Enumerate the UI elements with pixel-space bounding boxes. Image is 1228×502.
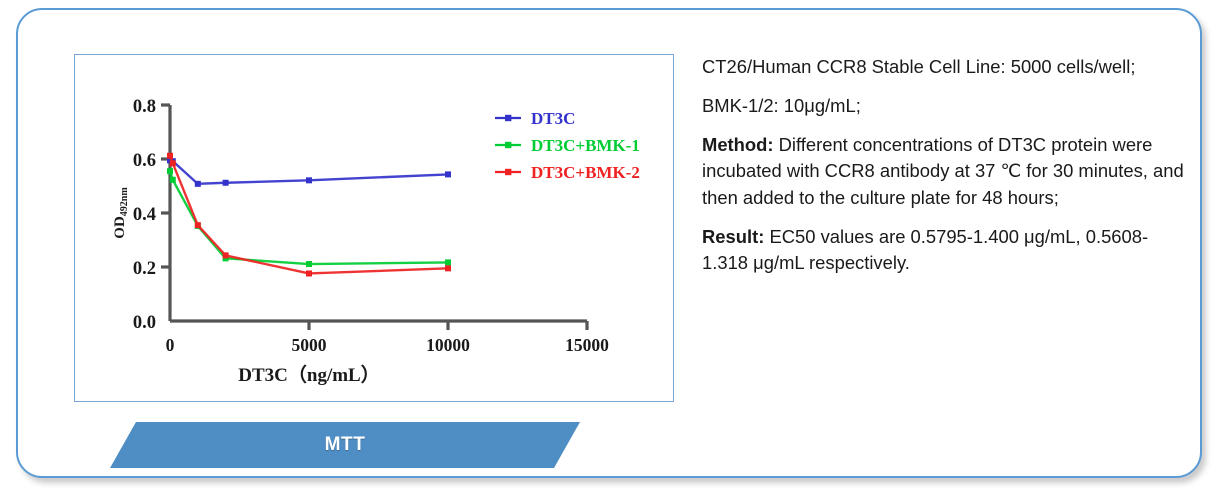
mtt-banner: MTT [110,422,580,468]
series-point-3 [167,152,173,159]
legend-marker-point-3 [505,168,512,176]
chart-container: 0.0 0.2 0.4 0.6 0.8 0 5000 10000 15000 DT3C（ng/mL… [74,54,674,402]
series-point-3 [194,222,201,229]
series-point-3 [169,160,176,167]
y-axis-tick-label: 0.8 [133,97,156,117]
result-card: 0.0 0.2 0.4 0.6 0.8 0 5000 10000 15000 DT3C（ng/mL… [16,8,1202,478]
series-point-3 [306,270,312,277]
series-point-2 [169,176,176,183]
cell-line-text-1: CT26/Human CCR8 Stable Cell Line: [702,56,1006,77]
y-axis-title: OD492nm [112,187,130,239]
legend-label-3: DT3C+BMK-2 [531,163,640,182]
method-paragraph: Method: Different concentrations of DT3C… [702,132,1186,210]
x-axis-tick-label: 15000 [565,335,609,355]
legend-marker-point-2 [505,141,512,149]
legend-label-1: DT3C [531,109,575,128]
method-label: Method: [702,134,774,156]
series-point-3 [222,252,229,259]
x-axis-tick-label: 0 [166,335,175,355]
series-point-2 [167,168,173,175]
description-panel: CT26/Human CCR8 Stable Cell Line: 5000 c… [702,54,1186,276]
y-axis-tick-label: 0.6 [133,151,156,171]
result-label: Result: [702,225,765,247]
legend-marker-point-1 [505,114,512,122]
mtt-line-chart: 0.0 0.2 0.4 0.6 0.8 0 5000 10000 15000 DT3C（ng/mL… [112,97,640,386]
series-point-1 [222,179,229,186]
x-axis-title: DT3C（ng/mL） [238,363,379,386]
series-line-3 [168,154,450,275]
y-axis-tick-label: 0.2 [133,259,156,279]
series-point-3 [445,265,451,272]
series-point-1 [194,180,201,187]
series-point-2 [445,259,451,266]
banner-shape [110,422,580,468]
method-text: Different concentrations of DT3C protein… [702,134,1184,208]
cell-line-text-2: 5000 cells/well; [1010,56,1136,77]
series-point-1 [445,171,451,178]
antibody-concentration-text: BMK-1/2: 10μg/mL; [702,95,861,117]
x-axis-tick-label: 10000 [426,335,470,355]
y-axis-tick-label: 0.0 [133,313,156,333]
antibody-concentration-paragraph: BMK-1/2: 10μg/mL; [702,93,1186,119]
legend-label-2: DT3C+BMK-1 [531,136,640,155]
series-point-2 [306,261,312,268]
y-axis-tick-label: 0.4 [133,205,156,225]
x-axis-tick-label: 5000 [292,335,327,355]
series-line-2 [168,169,450,266]
cell-line-paragraph: CT26/Human CCR8 Stable Cell Line: 5000 c… [702,54,1186,80]
result-paragraph: Result: EC50 values are 0.5795-1.400 μg/… [702,224,1186,276]
series-point-1 [306,177,312,184]
result-text: EC50 values are 0.5795-1.400 μg/mL, 0.56… [702,225,1149,273]
